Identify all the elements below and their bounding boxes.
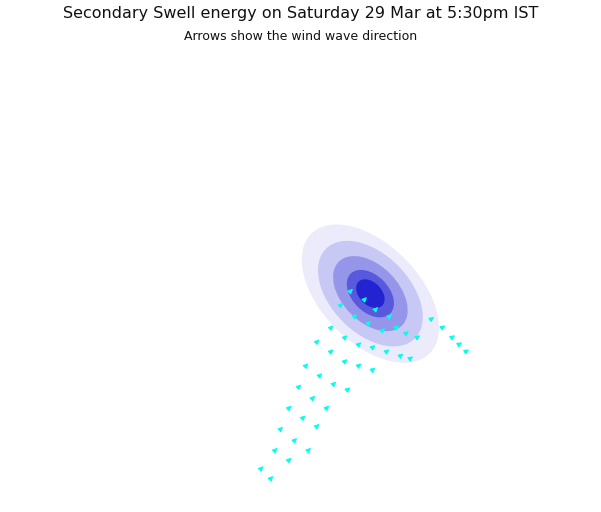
Ellipse shape (318, 241, 423, 347)
Ellipse shape (347, 270, 394, 317)
Ellipse shape (356, 279, 385, 308)
Text: Secondary Swell energy on Saturday 29 Mar at 5:30pm IST: Secondary Swell energy on Saturday 29 Ma… (63, 6, 538, 20)
Ellipse shape (302, 224, 439, 363)
Text: Arrows show the wind wave direction: Arrows show the wind wave direction (184, 30, 417, 43)
Ellipse shape (333, 256, 407, 331)
